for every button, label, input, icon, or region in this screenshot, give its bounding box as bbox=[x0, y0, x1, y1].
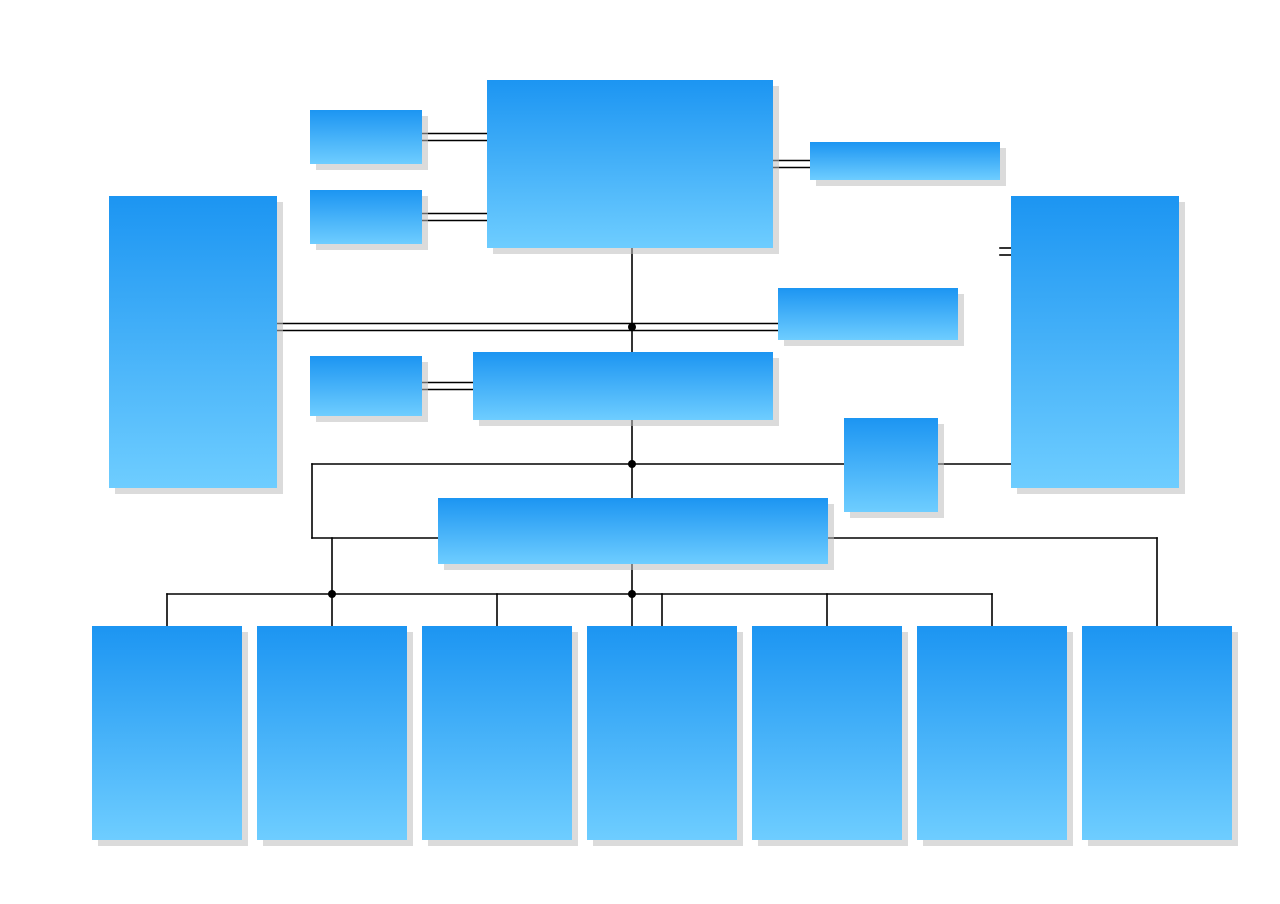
org-chart-canvas bbox=[0, 0, 1280, 904]
chart-node-leaf-2 bbox=[257, 626, 407, 840]
chart-node-leaf-4 bbox=[587, 626, 737, 840]
chart-node-leaf-5 bbox=[752, 626, 902, 840]
chart-node-leaf-7 bbox=[1082, 626, 1232, 840]
chart-node-left-tall bbox=[109, 196, 277, 488]
junction-dot bbox=[628, 590, 636, 598]
chart-node-mid-right-bar bbox=[778, 288, 958, 340]
chart-node-leaf-6 bbox=[917, 626, 1067, 840]
chart-node-top-main bbox=[487, 80, 773, 248]
chart-node-right-tall bbox=[1011, 196, 1179, 488]
chart-node-mid-center-bar bbox=[473, 352, 773, 420]
junction-dot bbox=[628, 323, 636, 331]
junction-dot bbox=[328, 590, 336, 598]
chart-node-top-small-1 bbox=[310, 110, 422, 164]
chart-node-top-small-2 bbox=[310, 190, 422, 244]
chart-node-lower-wide-bar bbox=[438, 498, 828, 564]
chart-node-top-right-bar bbox=[810, 142, 1000, 180]
chart-node-mid-left-small bbox=[310, 356, 422, 416]
chart-node-leaf-1 bbox=[92, 626, 242, 840]
chart-node-mid-square bbox=[844, 418, 938, 512]
chart-node-leaf-3 bbox=[422, 626, 572, 840]
junction-dot bbox=[628, 460, 636, 468]
